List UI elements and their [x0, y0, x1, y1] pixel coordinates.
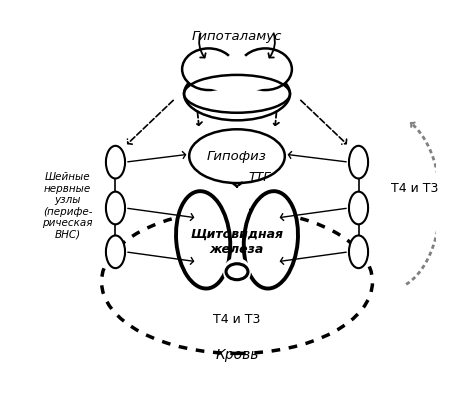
Ellipse shape [182, 48, 235, 90]
Ellipse shape [349, 236, 368, 268]
Ellipse shape [184, 67, 290, 120]
Text: Гипофиз: Гипофиз [207, 149, 267, 163]
Text: ТТГ: ТТГ [249, 171, 271, 184]
Ellipse shape [349, 191, 368, 224]
Ellipse shape [199, 69, 275, 92]
Ellipse shape [223, 258, 251, 286]
Ellipse shape [349, 146, 368, 179]
Ellipse shape [244, 191, 298, 288]
Ellipse shape [106, 191, 125, 224]
Ellipse shape [224, 52, 250, 86]
Text: Щитовидная
железа: Щитовидная железа [191, 228, 283, 256]
Text: Кровь: Кровь [215, 348, 259, 362]
Ellipse shape [226, 264, 248, 280]
Text: Т4 и Т3: Т4 и Т3 [391, 181, 438, 195]
Text: Т4 и Т3: Т4 и Т3 [213, 313, 261, 326]
Ellipse shape [239, 48, 292, 90]
Ellipse shape [106, 236, 125, 268]
Ellipse shape [189, 129, 285, 183]
Text: Гипоталамус: Гипоталамус [192, 30, 282, 43]
Ellipse shape [106, 146, 125, 179]
Text: Шейные
нервные
узлы
(перифе-
рическая
ВНС): Шейные нервные узлы (перифе- рическая ВН… [42, 172, 93, 240]
Ellipse shape [176, 191, 230, 288]
Ellipse shape [226, 192, 248, 216]
